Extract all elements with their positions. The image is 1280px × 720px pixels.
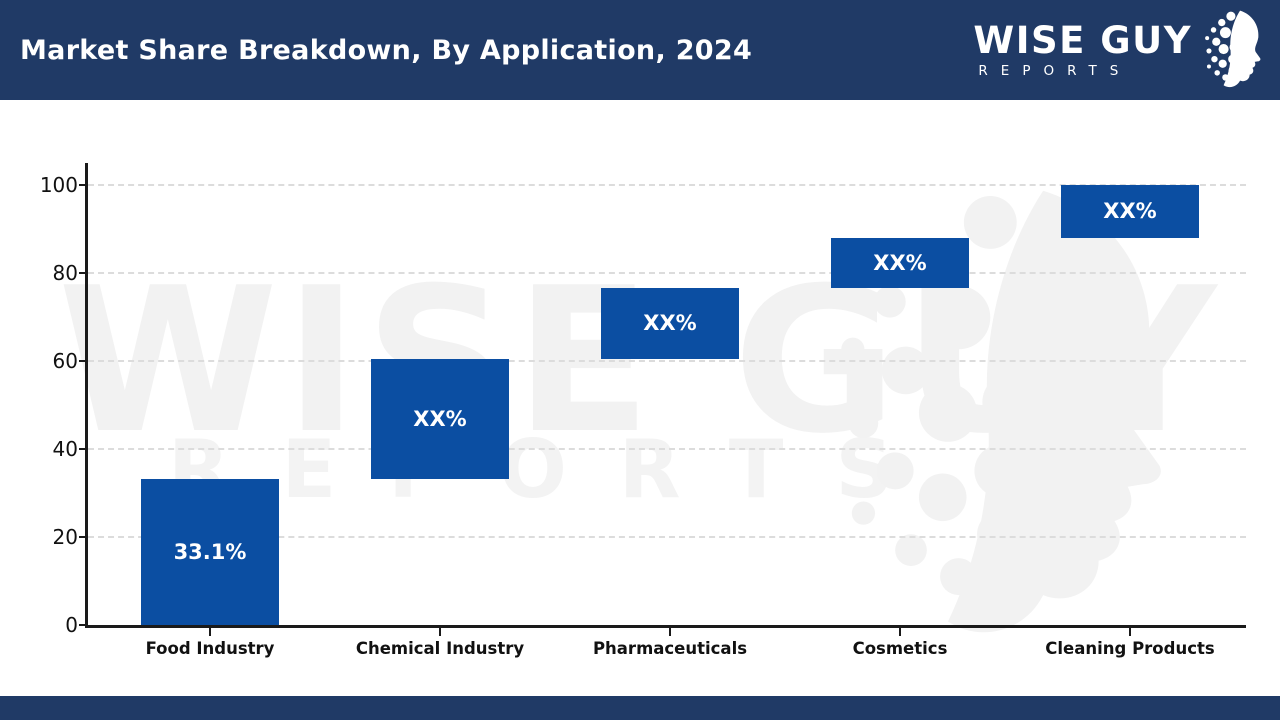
y-tick-mark bbox=[79, 184, 88, 186]
page-title: Market Share Breakdown, By Application, … bbox=[20, 34, 753, 66]
bar-segment: XX% bbox=[831, 237, 969, 288]
plot-area: WISE GUY REPORTS 0 20 40 60 80 100 33.1% XX% XX%… bbox=[0, 100, 1280, 696]
y-tick-mark bbox=[79, 624, 88, 626]
bar-value-label: 33.1% bbox=[173, 540, 247, 565]
gridline bbox=[88, 272, 1246, 274]
y-tick-mark bbox=[79, 536, 88, 538]
x-tick-mark bbox=[209, 627, 211, 636]
gridline bbox=[88, 448, 1246, 450]
y-tick-label: 40 bbox=[52, 437, 78, 461]
x-axis-label: Food Industry bbox=[145, 639, 275, 658]
logo-wordmark-line1: WISE GUY bbox=[973, 18, 1192, 62]
header-bar: Market Share Breakdown, By Application, … bbox=[0, 0, 1280, 100]
x-tick-mark bbox=[899, 627, 901, 636]
watermark-subtitle: REPORTS bbox=[168, 423, 946, 516]
bar-segment: XX% bbox=[371, 358, 509, 480]
y-tick-label: 80 bbox=[52, 261, 78, 285]
gridline bbox=[88, 360, 1246, 362]
gridline bbox=[88, 184, 1246, 186]
x-axis-label: Chemical Industry bbox=[355, 639, 525, 658]
x-axis-label: Cosmetics bbox=[852, 639, 948, 658]
y-tick-mark bbox=[79, 448, 88, 450]
y-axis-line bbox=[85, 163, 88, 628]
bar-segment: 33.1% bbox=[141, 479, 279, 625]
logo-wordmark: WISE GUY REPORTS bbox=[973, 22, 1192, 79]
y-tick-mark bbox=[79, 272, 88, 274]
y-tick-label: 100 bbox=[39, 173, 78, 197]
bar-value-label: XX% bbox=[413, 407, 467, 432]
bar-segment: XX% bbox=[601, 287, 739, 359]
logo-head-icon bbox=[1205, 10, 1261, 88]
x-tick-mark bbox=[1129, 627, 1131, 636]
footer-bar bbox=[0, 696, 1280, 720]
y-tick-label: 0 bbox=[65, 613, 78, 637]
x-axis-line bbox=[85, 625, 1246, 628]
bar-value-label: XX% bbox=[643, 311, 697, 336]
logo-wordmark-line2: REPORTS bbox=[978, 62, 1132, 79]
y-tick-mark bbox=[79, 360, 88, 362]
x-axis-label: Cleaning Products bbox=[1045, 639, 1215, 658]
wiseguy-logo: WISE GUY REPORTS bbox=[973, 8, 1262, 92]
bar-segment: XX% bbox=[1061, 185, 1199, 238]
y-tick-label: 60 bbox=[52, 349, 78, 373]
bar-value-label: XX% bbox=[1103, 199, 1157, 224]
x-tick-mark bbox=[669, 627, 671, 636]
gridline bbox=[88, 536, 1246, 538]
x-axis-label: Pharmaceuticals bbox=[592, 639, 748, 658]
bar-value-label: XX% bbox=[873, 250, 927, 275]
x-tick-mark bbox=[439, 627, 441, 636]
y-tick-label: 20 bbox=[52, 525, 78, 549]
